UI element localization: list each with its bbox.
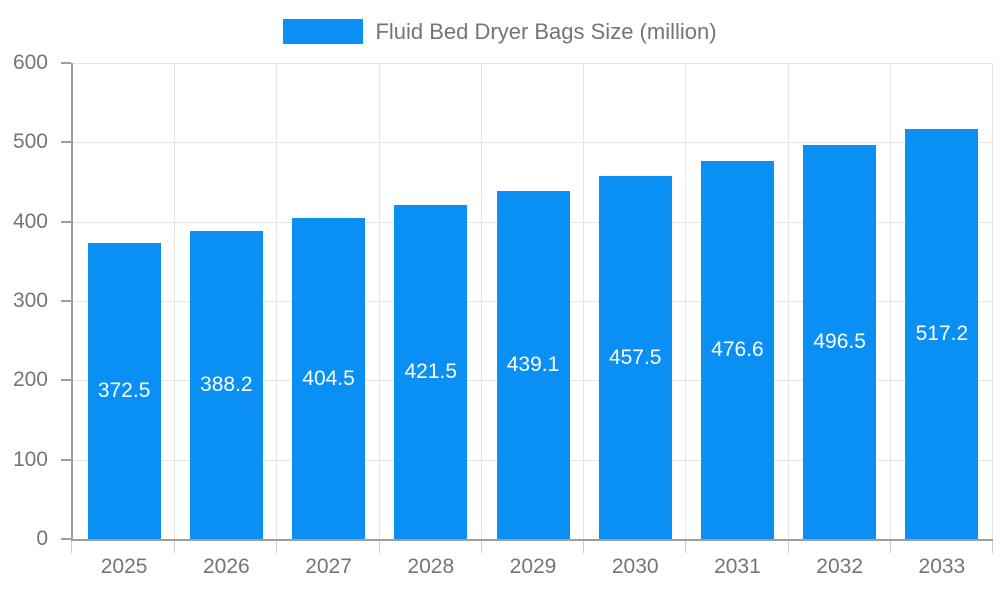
y-axis-tick: [61, 141, 71, 144]
x-axis-tick-label: 2029: [509, 555, 557, 578]
x-axis-tick-label: 2027: [305, 555, 352, 578]
legend-label: Fluid Bed Dryer Bags Size (million): [375, 19, 717, 44]
x-axis-tick-label: 2032: [816, 555, 864, 578]
bar-value-label: 421.5: [404, 359, 458, 383]
bar-value-label: 372.5: [97, 379, 151, 403]
bar-value-label: 517.2: [915, 321, 969, 345]
y-axis-tick-label: 300: [12, 289, 48, 312]
v-gridline: [174, 63, 176, 539]
y-axis-tick: [61, 220, 71, 223]
bar-2032[interactable]: [803, 145, 877, 539]
bar-2031[interactable]: [700, 160, 774, 539]
y-axis-tick: [61, 538, 71, 540]
y-axis-tick: [61, 379, 71, 382]
x-axis-tick: [174, 541, 176, 553]
x-axis-tick: [71, 541, 72, 553]
y-axis-tick: [61, 62, 71, 64]
x-axis-tick-label: 2025: [100, 555, 148, 578]
x-axis-tick: [889, 541, 891, 553]
bar-2027[interactable]: [292, 218, 366, 539]
x-axis-tick: [787, 541, 789, 553]
bar-value-label: 404.5: [302, 366, 355, 390]
x-axis-tick: [276, 541, 278, 553]
legend: Fluid Bed Dryer Bags Size (million): [0, 19, 1000, 44]
y-axis-tick-label: 200: [12, 368, 48, 392]
v-gridline: [480, 63, 482, 539]
x-axis-tick: [685, 541, 687, 553]
x-axis-tick: [378, 541, 380, 553]
v-gridline: [583, 63, 585, 539]
bar-2025[interactable]: [87, 243, 161, 539]
bar-value-label: 476.6: [711, 337, 764, 361]
y-axis-line: [71, 63, 73, 539]
bar-2030[interactable]: [598, 176, 672, 539]
bar-value-label: 439.1: [506, 352, 560, 376]
x-axis-line: [71, 539, 993, 541]
y-axis-tick-label: 600: [12, 51, 48, 74]
y-axis-tick: [61, 458, 71, 461]
bar-2026[interactable]: [189, 231, 263, 539]
x-axis-tick: [480, 541, 482, 553]
x-axis-tick-label: 2030: [611, 555, 659, 578]
bar-value-label: 457.5: [608, 345, 662, 369]
h-gridline: [73, 63, 993, 64]
v-gridline: [992, 63, 993, 539]
v-gridline: [276, 63, 278, 539]
plot-area: 0 100 200 300 400 500 600 372.5 2025 388.2 2026 404…: [13, 51, 993, 578]
h-gridline: [73, 142, 993, 144]
y-axis-tick-label: 400: [12, 209, 48, 233]
x-axis-tick-label: 2028: [407, 555, 455, 578]
v-gridline: [787, 63, 789, 539]
v-gridline: [889, 63, 891, 539]
x-axis-tick-label: 2033: [918, 555, 966, 578]
bar-2033[interactable]: [905, 128, 979, 539]
x-axis-tick: [992, 541, 993, 553]
y-axis-tick: [61, 300, 71, 302]
bar-2029[interactable]: [496, 190, 570, 539]
y-axis-tick-label: 100: [12, 447, 48, 471]
x-axis-tick-label: 2031: [714, 555, 761, 578]
legend-swatch: [283, 19, 364, 44]
bar-value-label: 496.5: [813, 330, 866, 354]
v-gridline: [378, 63, 380, 539]
x-axis-tick-label: 2026: [202, 555, 250, 578]
bar-2028[interactable]: [394, 204, 468, 539]
v-gridline: [685, 63, 687, 539]
x-axis-tick: [583, 541, 585, 553]
bar-value-label: 388.2: [200, 373, 253, 396]
y-axis-tick-label: 0: [36, 527, 48, 550]
y-axis-tick-label: 500: [12, 130, 48, 154]
